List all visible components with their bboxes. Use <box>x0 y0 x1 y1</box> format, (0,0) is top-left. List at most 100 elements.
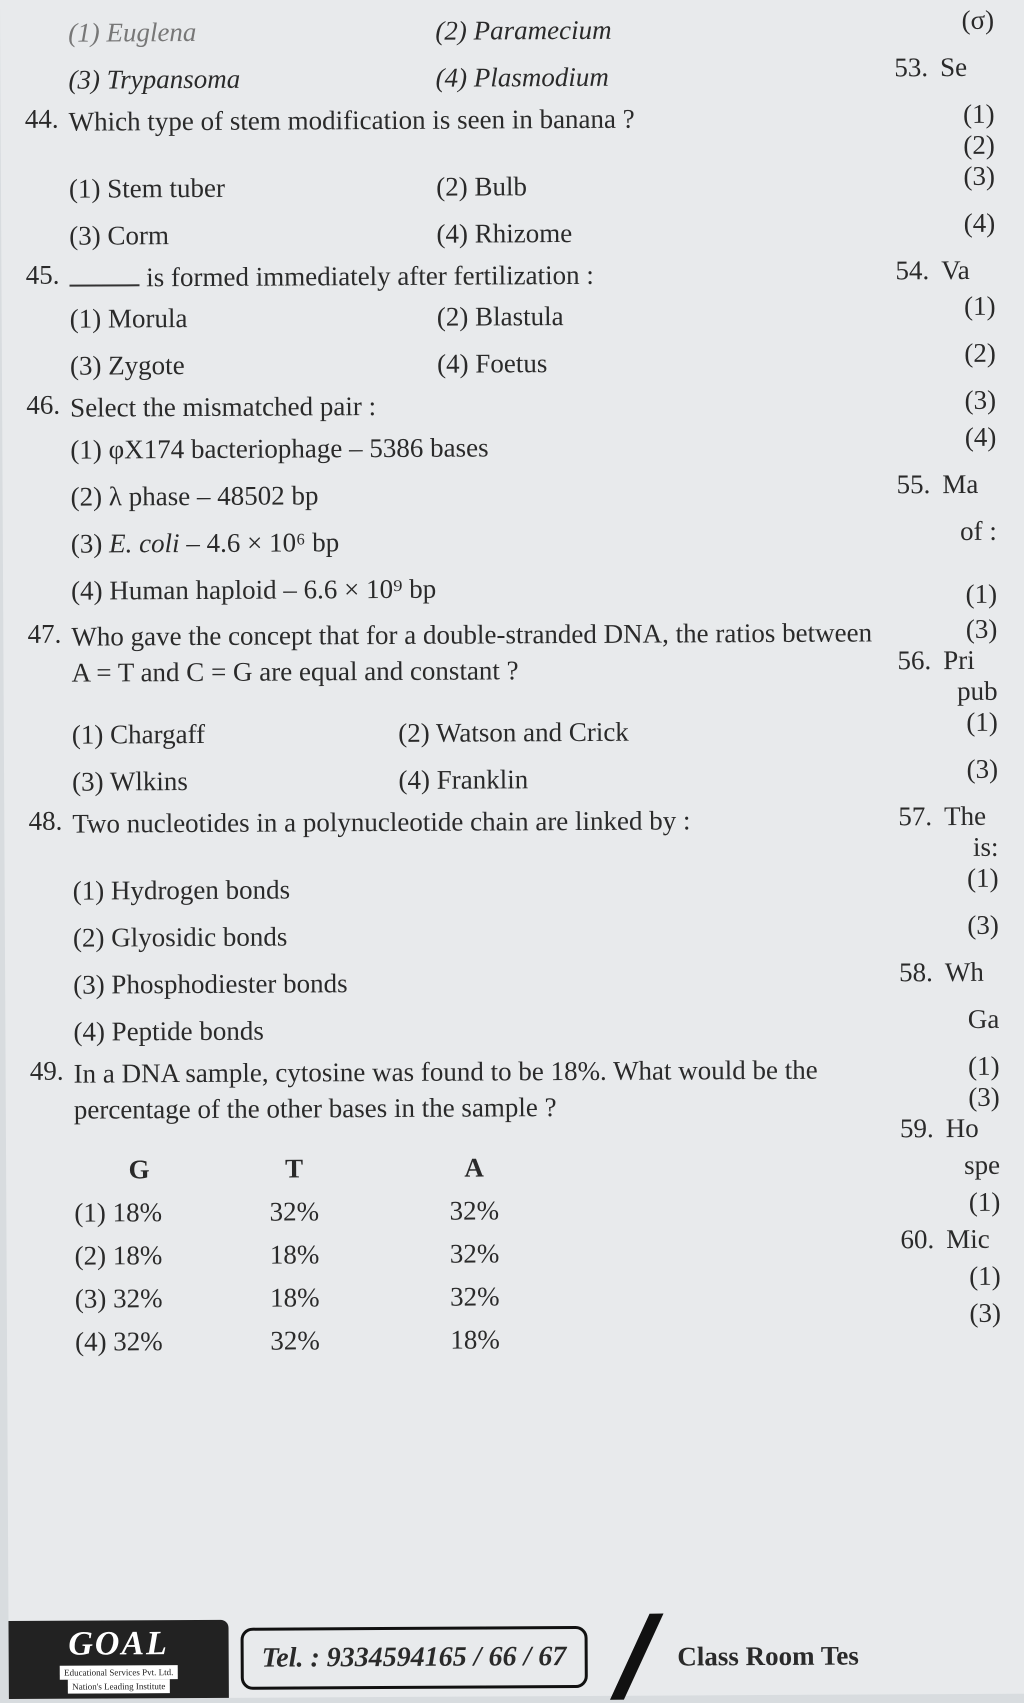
q44-opt4: (4) Rhizome <box>436 209 803 258</box>
r-58: 58. <box>899 957 933 988</box>
r-60: 60. <box>900 1224 934 1255</box>
r-3c: (3) <box>888 754 998 786</box>
q49-text: In a DNA sample, cytosine was found to b… <box>74 1051 890 1128</box>
r-56t: Pri <box>943 645 975 676</box>
q44-opt3: (3) Corm <box>69 211 436 260</box>
q44-opts1: (1) Stem tuber (2) Bulb (3) <box>11 161 995 213</box>
r-sigma: (σ) <box>884 5 994 37</box>
q49-r1a: 32% <box>384 1195 564 1227</box>
class-room-test-label: Class Room Tes <box>659 1617 859 1696</box>
r-57t: The <box>944 801 986 832</box>
r-1g: (1) <box>890 1181 1000 1219</box>
q46-text: Select the mismatched pair : <box>70 386 886 427</box>
q44: 44. Which type of stem modification is s… <box>11 99 995 166</box>
r-56pub: pub <box>888 676 998 708</box>
q44-opt1: (1) Stem tuber <box>69 164 436 213</box>
q43-opt2: (2) Paramecium <box>435 6 802 55</box>
q48: 48. Two nucleotides in a polynucleotide … <box>14 801 998 868</box>
r-3f: (3) <box>890 1082 1000 1114</box>
q49-table: G T A (1) 18% 32% 32% (2) 18% 18% 32% (3… <box>16 1144 1001 1364</box>
r-55: 55. <box>896 469 930 500</box>
q49-r1t: 32% <box>204 1196 384 1228</box>
q46-opt4r: (4) Human haploid – 6.6 × 10⁹ bp (1) <box>13 563 997 615</box>
r-56: 56. <box>897 645 931 676</box>
q49-num: 49. <box>16 1056 74 1149</box>
q48-opt2r: (2) Glyosidic bonds (3) <box>15 910 999 962</box>
q43-opt3: (3) Trypansoma <box>68 55 435 104</box>
q47-opt4: (4) Franklin <box>398 754 847 803</box>
r-58t: Wh <box>945 957 984 988</box>
r-1e: (1) <box>889 863 999 895</box>
q49-hG: G <box>74 1154 204 1186</box>
q46-num: 46. <box>12 390 70 427</box>
r-53t: Se <box>940 52 967 83</box>
q45-opts1: (1) Morula (2) Blastula (1) <box>12 291 996 343</box>
q44-text: Which type of stem modification is seen … <box>69 99 885 140</box>
r-2b: (2) <box>886 338 996 370</box>
q49-r3g: (3) 32% <box>75 1283 205 1315</box>
q46-opt4: (4) Human haploid – 6.6 × 10⁹ bp <box>71 563 887 614</box>
goal-sub1: Educational Services Pvt. Ltd. <box>60 1665 177 1680</box>
q45-opt3: (3) Zygote <box>70 341 437 390</box>
r-57is: is: <box>888 832 998 864</box>
r-60t: Mic <box>946 1224 990 1255</box>
q49-r1g: (1) 18% <box>74 1197 204 1229</box>
r-54: 54. <box>895 255 929 286</box>
q46-opt1: (1) φX174 bacteriophage – 5386 bases <box>70 422 886 473</box>
r-1c: (1) <box>887 579 997 611</box>
r-3h: (3) <box>891 1292 1001 1330</box>
r-3b: (3) <box>886 385 996 417</box>
q44-opts2: (3) Corm (4) Rhizome (4) <box>11 208 995 260</box>
q48-opt4: (4) Peptide bonds <box>73 1004 889 1055</box>
q48-num: 48. <box>14 806 72 868</box>
q47-opts1: (1) Chargaff (2) Watson and Crick (1) <box>14 707 998 759</box>
q49-r2a: 32% <box>384 1238 564 1270</box>
q49-hA: A <box>384 1152 564 1184</box>
q47: 47. Who gave the concept that for a doub… <box>13 614 997 712</box>
q43-opt4: (4) Plasmodium <box>435 53 802 102</box>
q45-opts2: (3) Zygote (4) Foetus (2) <box>12 338 996 390</box>
goal-logo: GOAL Educational Services Pvt. Ltd. Nati… <box>8 1620 228 1699</box>
q43-partial: (1) Euglena (2) Paramecium (σ) <box>10 5 994 57</box>
q48-opt1r: (1) Hydrogen bonds (1) <box>15 863 999 915</box>
q46: 46. Select the mismatched pair : (3) <box>12 385 996 427</box>
r-1d: (1) <box>888 707 998 739</box>
q49-r4g: (4) 32% <box>75 1326 205 1358</box>
separator-icon <box>599 1618 659 1696</box>
page-footer: GOAL Educational Services Pvt. Ltd. Nati… <box>8 1616 1024 1699</box>
q49-hT: T <box>204 1153 384 1185</box>
r-57: 57. <box>898 801 932 832</box>
r-4b: (4) <box>886 422 996 454</box>
q43-opt1: (1) Euglena <box>68 8 435 57</box>
q46-opt2: (2) λ phase – 48502 bp <box>70 469 886 520</box>
q47-text: Who gave the concept that for a double-s… <box>71 614 887 691</box>
r-55t: Ma <box>942 469 978 500</box>
q48-opt4r: (4) Peptide bonds Ga <box>15 1004 999 1056</box>
q45-text: is formed immediately after fertilizatio… <box>69 255 885 296</box>
q46-opt3: (3) E. coli – 4.6 × 10⁶ bp <box>71 516 887 567</box>
goal-sub2: Nation's Leading Institute <box>68 1679 169 1694</box>
r-59spe: spe <box>890 1144 1000 1182</box>
exam-page: (1) Euglena (2) Paramecium (σ) (3) Trypa… <box>0 0 1024 1699</box>
r-59t: Ho <box>946 1113 979 1144</box>
q49: 49. In a DNA sample, cytosine was found … <box>16 1051 1000 1149</box>
q47-opt2: (2) Watson and Crick <box>398 707 847 756</box>
q49-r2t: 18% <box>204 1239 384 1271</box>
q49-r4a: 18% <box>385 1324 565 1356</box>
r-53: 53. <box>894 52 928 83</box>
r-3e: (3) <box>889 910 999 942</box>
r-3c-top: (3) <box>887 614 997 646</box>
r-58ga: Ga <box>889 1004 999 1036</box>
q48-opt3r: (3) Phosphodiester bonds 58. Wh <box>15 957 999 1009</box>
q48-text: Two nucleotides in a polynucleotide chai… <box>72 801 888 842</box>
r-4a: (4) <box>885 208 995 240</box>
q45-num: 45. <box>11 260 69 297</box>
q46-opt1r: (1) φX174 bacteriophage – 5386 bases (4) <box>12 422 996 474</box>
q49-r3t: 18% <box>205 1282 385 1314</box>
q47-opt1: (1) Chargaff <box>72 710 399 759</box>
q45-opt1: (1) Morula <box>70 294 437 343</box>
q45: 45. is formed immediately after fertiliz… <box>11 255 995 297</box>
q49-r3a: 32% <box>385 1281 565 1313</box>
q47-opt3: (3) Wlkins <box>72 757 399 806</box>
r-1b: (1) <box>886 291 996 323</box>
